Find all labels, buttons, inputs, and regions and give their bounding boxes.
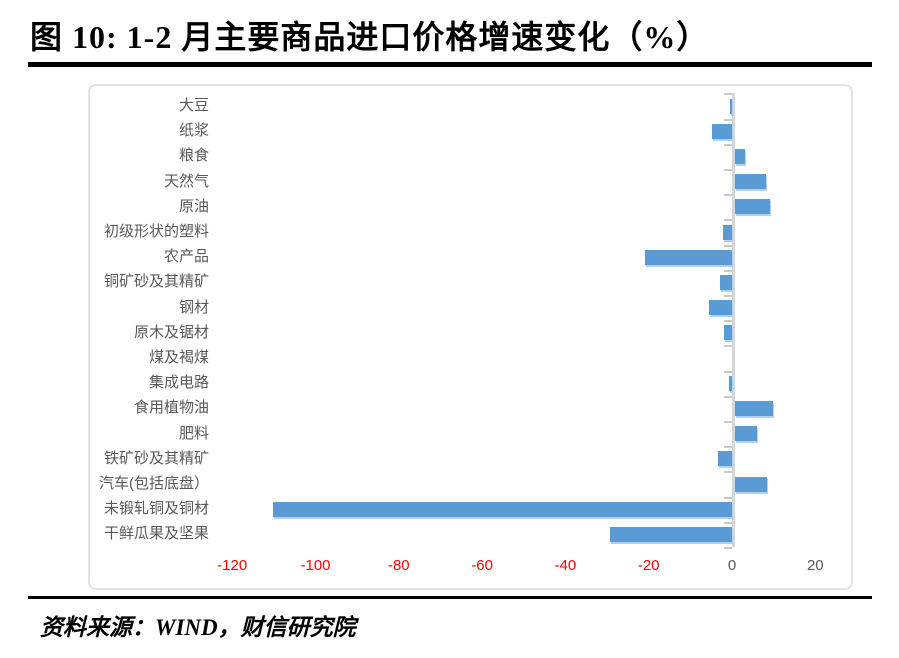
category-label: 汽车(包括底盘）	[99, 475, 209, 492]
category-label: 原木及锯材	[133, 323, 209, 341]
category-tick	[724, 320, 732, 323]
x-axis-tick-label: 0	[727, 557, 737, 574]
chart-panel: 大豆纸浆粮食天然气原油初级形状的塑料农产品铜矿砂及其精矿钢材原木及锯材煤及褐煤集…	[88, 84, 853, 590]
category-tick	[724, 521, 732, 524]
category-tick	[724, 295, 732, 297]
category-label: 未锻轧铜及铜材	[103, 500, 209, 518]
bar	[722, 224, 732, 240]
x-axis-tick-label: 20	[806, 557, 824, 574]
bar	[709, 300, 732, 316]
category-tick	[724, 395, 732, 398]
bar	[610, 526, 732, 542]
bar	[644, 249, 732, 265]
x-axis-tick-label: -20	[637, 557, 660, 574]
category-tick	[724, 345, 732, 348]
category-tick	[724, 421, 732, 423]
category-label: 原油	[178, 197, 209, 215]
category-label: 干鲜瓜果及坚果	[103, 525, 209, 543]
x-axis-tick-label: -60	[471, 557, 493, 574]
category-label: 初级形状的塑料	[103, 223, 209, 240]
category-tick	[724, 269, 732, 272]
source-note: 资料来源：WIND，财信研究院	[40, 615, 356, 640]
category-label: 铜矿砂及其精矿	[103, 273, 209, 291]
category-tick	[724, 471, 732, 474]
bar	[734, 400, 773, 416]
category-tick	[724, 219, 732, 222]
chart-title: 图 10: 1-2 月主要商品进口价格增速变化（%）	[30, 19, 710, 55]
category-tick	[724, 169, 732, 171]
category-tick	[724, 93, 732, 96]
bar	[734, 174, 767, 190]
x-axis-tick-label: -80	[387, 557, 410, 574]
value-axis-line	[732, 93, 735, 547]
category-tick	[724, 370, 732, 373]
category-tick	[724, 446, 732, 449]
category-label: 钢材	[178, 298, 209, 316]
category-tick	[724, 143, 732, 146]
bar	[734, 148, 746, 164]
x-axis-tick-label: -120	[217, 557, 248, 574]
bar	[734, 199, 771, 215]
bottom-divider	[28, 596, 872, 599]
category-tick	[724, 118, 732, 121]
category-label: 食用植物油	[133, 399, 209, 417]
bar	[711, 123, 732, 139]
bar-chart-plot: 大豆纸浆粮食天然气原油初级形状的塑料农产品铜矿砂及其精矿钢材原木及锯材煤及褐煤集…	[90, 86, 851, 588]
bar	[719, 274, 732, 290]
category-label: 粮食	[178, 147, 209, 165]
x-axis-tick-label: -40	[554, 557, 577, 574]
bar	[272, 501, 732, 517]
bar	[728, 375, 732, 391]
bar	[730, 98, 732, 114]
category-label: 纸浆	[178, 122, 209, 140]
category-label: 集成电路	[148, 374, 209, 392]
category-label: 肥料	[178, 424, 209, 442]
category-tick	[724, 547, 732, 549]
x-axis-tick-label: -100	[300, 557, 331, 574]
category-tick	[724, 496, 732, 499]
category-label: 农产品	[163, 248, 209, 266]
category-tick	[724, 244, 732, 247]
bar	[724, 325, 732, 341]
category-label: 大豆	[178, 97, 209, 114]
category-label: 煤及褐煤	[148, 349, 209, 366]
bar	[734, 476, 767, 492]
bar	[734, 426, 758, 442]
category-label: 天然气	[163, 172, 209, 190]
bar	[718, 451, 732, 467]
title-divider	[28, 62, 872, 67]
category-label: 铁矿砂及其精矿	[103, 449, 209, 467]
category-tick	[724, 194, 732, 197]
